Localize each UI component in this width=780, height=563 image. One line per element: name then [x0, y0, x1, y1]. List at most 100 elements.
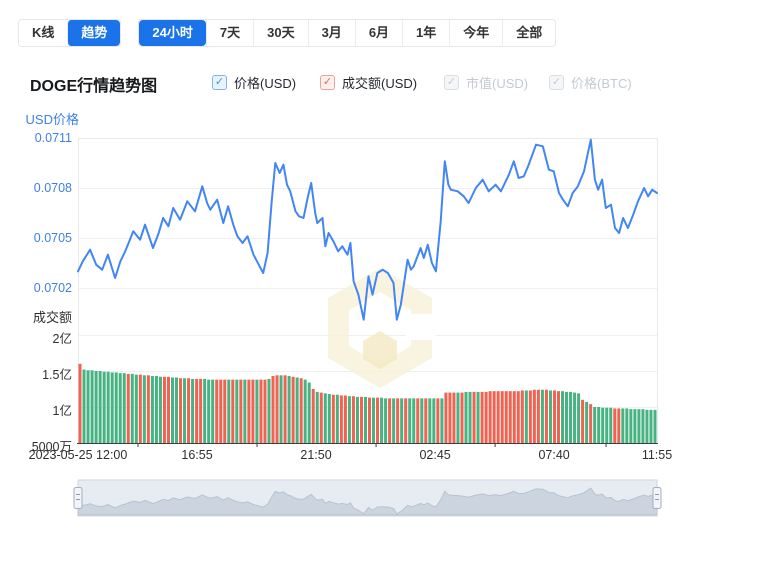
- volume-bar: [593, 407, 597, 443]
- volume-bar: [175, 377, 179, 443]
- volume-bar: [460, 392, 464, 443]
- volume-bar: [376, 397, 380, 443]
- volume-bar: [561, 391, 565, 443]
- volume-bar: [247, 379, 251, 443]
- volume-bar: [211, 379, 215, 443]
- volume-bar: [432, 398, 436, 443]
- volume-bar: [203, 378, 207, 443]
- volume-bar: [520, 390, 524, 443]
- volume-bar: [114, 372, 118, 443]
- range-tab-7d[interactable]: 7天: [205, 20, 254, 46]
- volume-bar: [416, 398, 420, 443]
- legend-item-volume-usd[interactable]: ✓ 成交额(USD): [320, 73, 417, 92]
- volume-bar: [331, 394, 335, 443]
- volume-bar: [641, 409, 645, 443]
- volume-bar: [195, 378, 199, 443]
- price-axis-tick: 0.0702: [33, 281, 72, 295]
- price-axis-tick: 0.0705: [33, 231, 72, 245]
- page-title: DOGE行情趋势图: [30, 78, 158, 95]
- volume-bar: [183, 378, 187, 443]
- range-tab-ytd[interactable]: 今年: [449, 20, 503, 46]
- checkbox-icon-volume-usd[interactable]: ✓: [320, 75, 335, 90]
- volume-bar: [372, 397, 376, 443]
- volume-bar: [388, 398, 392, 443]
- legend-item-price-btc[interactable]: ✓ 价格(BTC): [549, 73, 632, 92]
- volume-bar: [263, 379, 267, 443]
- volume-bar: [412, 398, 416, 443]
- legend-item-marketcap-usd[interactable]: ✓ 市值(USD): [444, 73, 528, 92]
- range-tab-6m[interactable]: 6月: [354, 20, 403, 46]
- volume-bar: [259, 379, 263, 443]
- volume-bar: [283, 375, 287, 443]
- volume-bar: [142, 375, 146, 443]
- legend-row: DOGE行情趋势图 ✓ 价格(USD) ✓ 成交额(USD) ✓ 市值(USD) ✓ 价格(B…: [0, 71, 780, 95]
- x-axis-label: 07:40: [538, 448, 570, 462]
- volume-bar: [536, 389, 540, 443]
- volume-bar: [424, 398, 428, 443]
- volume-bar: [629, 409, 633, 443]
- toolbar: K线 趋势 24小时 7天 30天 3月 6月 1年 今年 全部: [18, 19, 557, 47]
- checkbox-icon-price-usd[interactable]: ✓: [212, 75, 227, 90]
- volume-bar: [581, 399, 585, 443]
- volume-bar: [118, 373, 122, 443]
- watermark-logo-icon: [328, 268, 432, 388]
- legend-label-price-btc: 价格(BTC): [571, 76, 632, 91]
- volume-bar: [621, 408, 625, 443]
- chart-type-tab-trend[interactable]: 趋势: [67, 20, 121, 46]
- volume-bar: [524, 390, 528, 443]
- volume-bar: [492, 391, 496, 443]
- volume-axis-tick: 1.5亿: [42, 368, 72, 382]
- volume-bar: [380, 397, 384, 443]
- navigator-right-handle[interactable]: [652, 487, 662, 509]
- volume-bar: [122, 373, 126, 443]
- volume-bar: [130, 373, 134, 443]
- volume-bar: [86, 370, 90, 443]
- volume-bar: [90, 370, 94, 443]
- volume-bar: [368, 397, 372, 443]
- volume-bar: [589, 404, 593, 443]
- volume-bar: [227, 379, 231, 443]
- range-tab-30d[interactable]: 30天: [253, 20, 308, 46]
- volume-bar: [126, 373, 130, 443]
- volume-bar: [303, 379, 307, 443]
- volume-bar: [239, 379, 243, 443]
- navigator-left-handle[interactable]: [73, 487, 83, 509]
- volume-bar: [420, 398, 424, 443]
- range-tab-24h[interactable]: 24小时: [139, 20, 206, 46]
- volume-bar: [532, 389, 536, 443]
- volume-bar: [496, 391, 500, 443]
- x-axis-label: 16:55: [181, 448, 213, 462]
- volume-bar: [243, 379, 247, 443]
- chart-type-tab-kline[interactable]: K线: [19, 20, 68, 46]
- volume-axis-tick: 1亿: [52, 404, 72, 418]
- volume-axis-tick: 2亿: [52, 332, 72, 346]
- volume-bar: [102, 371, 106, 443]
- legend-label-price-usd: 价格(USD): [234, 76, 297, 91]
- volume-bar: [585, 401, 589, 443]
- range-tab-all[interactable]: 全部: [502, 20, 556, 46]
- volume-bar: [544, 389, 548, 443]
- volume-bar: [653, 409, 657, 443]
- volume-bar: [565, 391, 569, 443]
- checkbox-icon-marketcap-usd[interactable]: ✓: [444, 75, 459, 90]
- volume-bar: [110, 372, 114, 443]
- volume-bar: [231, 379, 235, 443]
- volume-bar: [601, 407, 605, 443]
- price-axis-tick: 0.0711: [34, 131, 72, 145]
- volume-bar: [138, 374, 142, 443]
- volume-bar: [267, 378, 271, 443]
- volume-bar: [287, 376, 291, 443]
- range-tab-3m[interactable]: 3月: [307, 20, 355, 46]
- legend-item-price-usd[interactable]: ✓ 价格(USD): [212, 73, 296, 92]
- volume-bar: [448, 392, 452, 443]
- navigator-area-preview: [77, 487, 658, 516]
- x-axis-label: 02:45: [419, 448, 451, 462]
- volume-bar: [275, 375, 279, 443]
- volume-bar: [444, 392, 448, 443]
- volume-bar: [279, 375, 283, 443]
- legend-label-marketcap-usd: 市值(USD): [466, 76, 529, 91]
- checkbox-icon-price-btc[interactable]: ✓: [549, 75, 564, 90]
- range-tab-1y[interactable]: 1年: [402, 20, 450, 46]
